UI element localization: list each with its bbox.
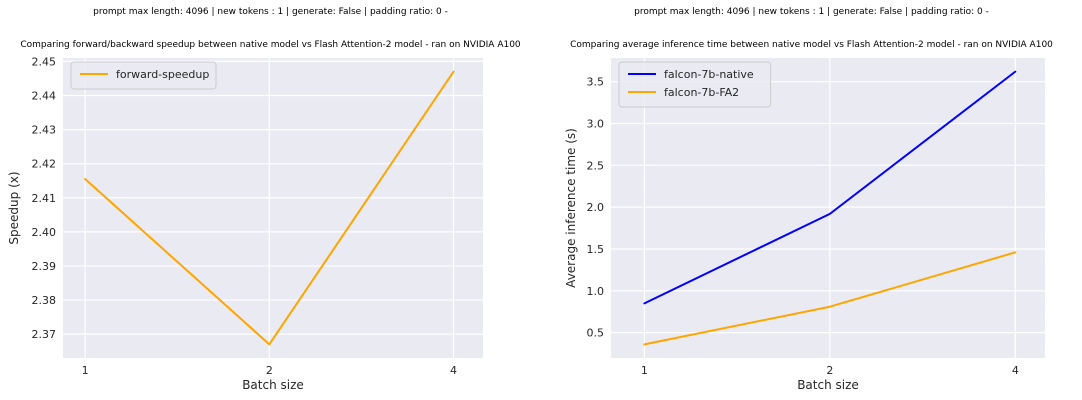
y-tick-label: 2.38 (32, 294, 57, 307)
legend-label-falcon-7b-FA2: falcon-7b-FA2 (664, 86, 739, 99)
plot-background (63, 58, 483, 358)
y-tick-labels: 2.37 2.38 2.39 2.40 2.41 2.42 2.43 2.44 2.45 (32, 55, 57, 341)
y-axis-label: Speedup (x) (7, 171, 21, 244)
y-tick-label: 1.0 (587, 285, 605, 298)
y-tick-label: 2.0 (587, 201, 605, 214)
y-tick-label: 3.5 (587, 76, 605, 89)
y-tick-label: 2.5 (587, 159, 605, 172)
x-tick-labels: 1 2 4 (641, 364, 1019, 377)
y-tick-label: 2.42 (32, 158, 57, 171)
speedup-figure: prompt max length: 4096 | new tokens : 1… (7, 7, 521, 392)
legend: forward-speedup (70, 61, 217, 90)
speedup-suptitle: prompt max length: 4096 | new tokens : 1… (93, 7, 448, 17)
legend-label-falcon-7b-native: falcon-7b-native (664, 68, 754, 81)
x-tick-label: 2 (826, 364, 833, 377)
y-tick-label: 2.45 (32, 55, 57, 68)
y-tick-label: 2.40 (32, 226, 57, 239)
legend: falcon-7b-native falcon-7b-FA2 (618, 61, 772, 108)
grid-lines (63, 58, 483, 358)
y-tick-label: 1.5 (587, 243, 605, 256)
x-axis-label: Batch size (242, 378, 304, 392)
series-line-falcon-7b-FA2 (643, 251, 1017, 346)
inference-time-title: Comparing average inference time between… (570, 40, 1053, 50)
y-tick-label: 2.43 (32, 124, 57, 137)
y-tick-label: 0.5 (587, 327, 605, 340)
x-tick-label: 4 (450, 364, 457, 377)
series-line-forward-speedup (84, 70, 455, 346)
x-tick-label: 1 (641, 364, 648, 377)
y-axis-label: Average inference time (s) (564, 128, 578, 288)
inference-time-plot: 0.5 1.0 1.5 2.0 2.5 3.0 3.5 1 2 4 Batch size Averag… (564, 58, 1045, 392)
x-tick-label: 4 (1012, 364, 1019, 377)
series-line-falcon-7b-native (643, 70, 1017, 305)
speedup-title: Comparing forward/backward speedup betwe… (20, 40, 521, 50)
y-tick-labels: 0.5 1.0 1.5 2.0 2.5 3.0 3.5 (587, 76, 605, 340)
x-tick-label: 2 (266, 364, 273, 377)
speedup-plot: 2.37 2.38 2.39 2.40 2.41 2.42 2.43 2.44 2.45 1 2 4 B… (7, 55, 483, 392)
x-tick-labels: 1 2 4 (82, 364, 457, 377)
inference-time-figure: prompt max length: 4096 | new tokens : 1… (541, 0, 1082, 400)
y-tick-label: 2.37 (32, 328, 57, 341)
inference-time-suptitle: prompt max length: 4096 | new tokens : 1… (634, 7, 989, 17)
x-axis-label: Batch size (797, 378, 859, 392)
y-tick-label: 3.0 (587, 118, 605, 131)
y-tick-label: 2.41 (32, 192, 57, 205)
legend-label-forward-speedup: forward-speedup (116, 68, 209, 81)
legend-box (618, 61, 772, 108)
x-tick-label: 1 (82, 364, 89, 377)
legend-box (70, 61, 217, 90)
y-tick-label: 2.39 (32, 260, 57, 273)
y-tick-label: 2.44 (32, 90, 57, 103)
grid-lines (611, 58, 1045, 358)
